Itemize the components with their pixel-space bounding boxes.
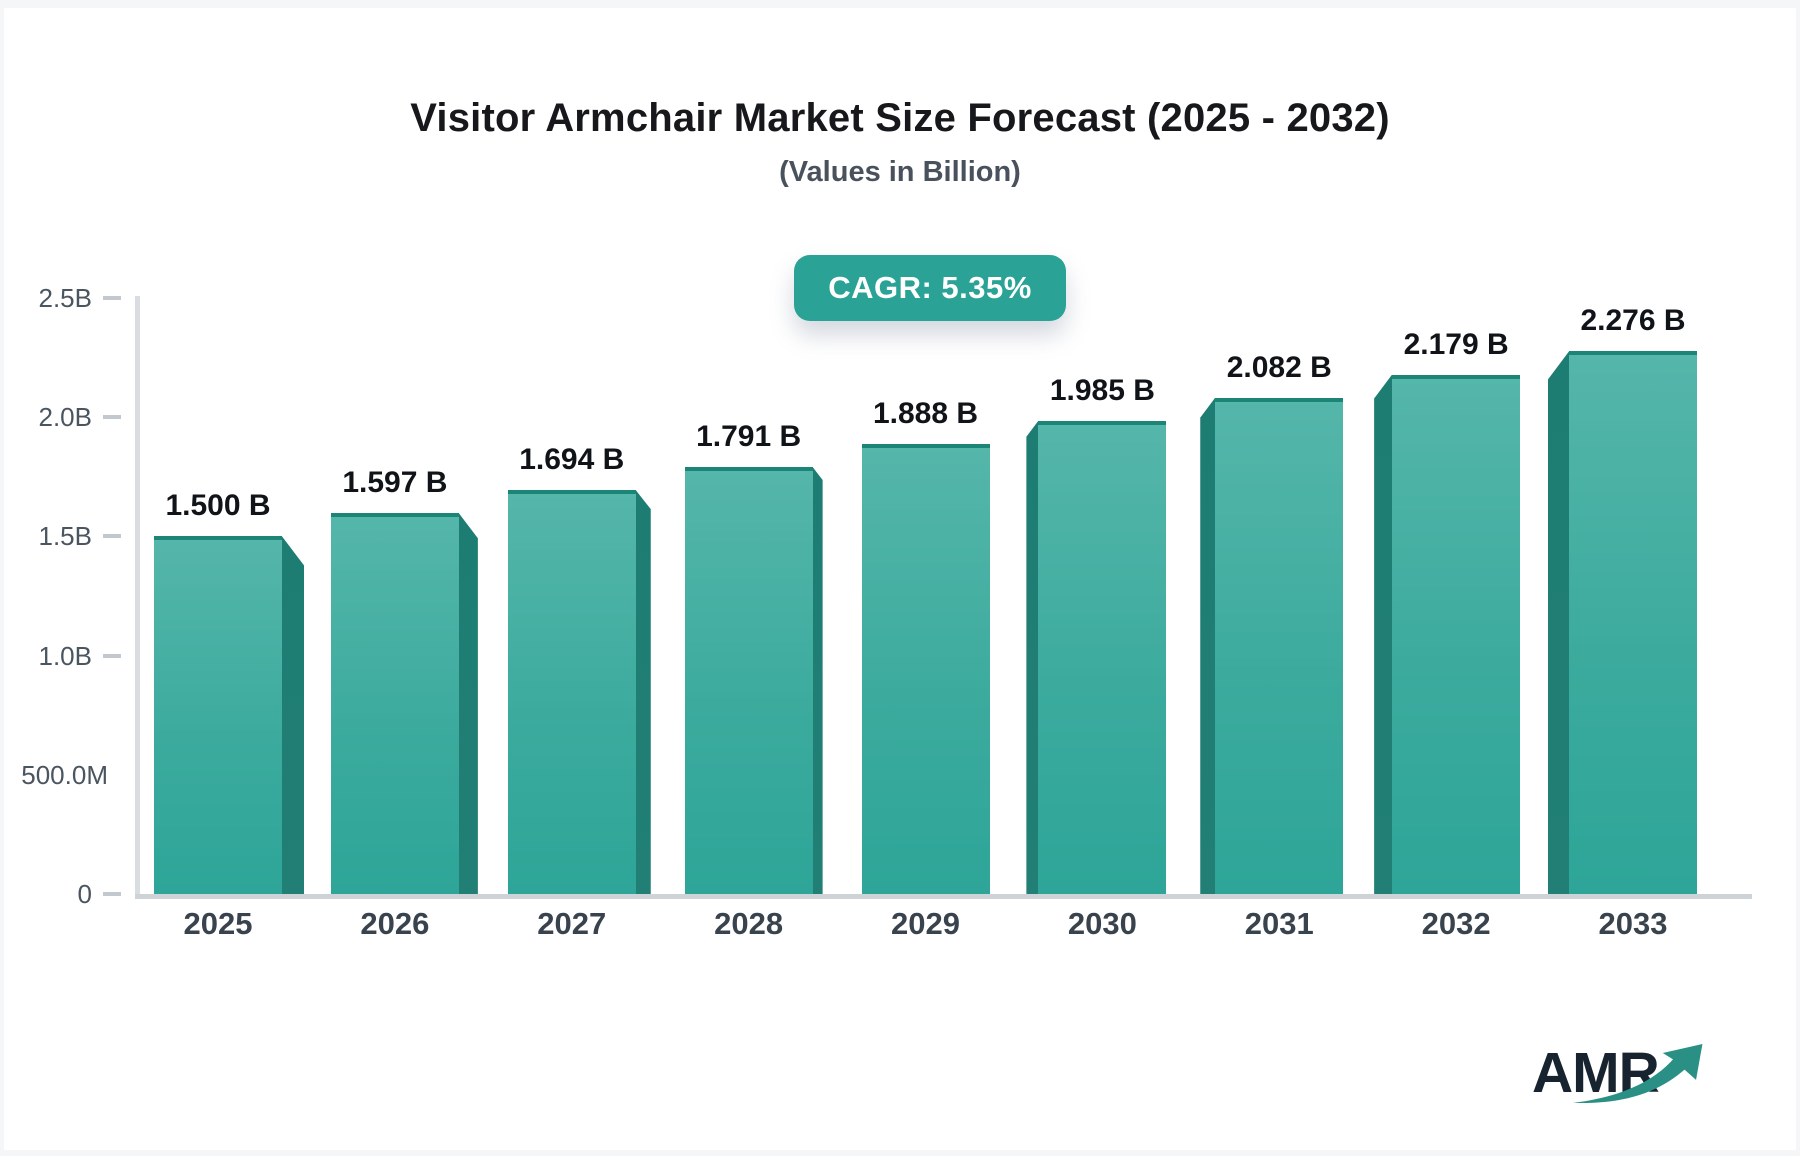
bar[interactable] xyxy=(1038,420,1167,894)
y-tick-label: 1.0B xyxy=(38,640,93,671)
y-tick-label: 0 xyxy=(77,879,92,909)
cagr-badge-label: CAGR: 5.35% xyxy=(828,270,1032,305)
bar[interactable] xyxy=(507,490,636,894)
x-axis-label: 2029 xyxy=(891,906,960,941)
bar-value-label: 1.791 B xyxy=(696,420,802,454)
bar-value-label: 1.985 B xyxy=(1049,373,1155,407)
bar[interactable] xyxy=(861,443,990,894)
bar-value-label: 2.082 B xyxy=(1226,350,1332,384)
chart-card: Visitor Armchair Market Size Forecast (2… xyxy=(4,8,1796,1150)
bar-side-face xyxy=(282,536,304,894)
y-tick-label: 2.0B xyxy=(38,402,93,433)
bar[interactable] xyxy=(1569,351,1697,894)
bar[interactable] xyxy=(154,536,282,894)
bar-side-face xyxy=(1026,420,1039,894)
y-axis-line xyxy=(135,296,140,898)
y-tick-mark xyxy=(103,415,121,420)
y-tick-mark xyxy=(103,296,121,300)
x-axis-label: 2031 xyxy=(1244,906,1314,941)
x-axis-baseline xyxy=(135,894,1752,899)
y-tick-label: 1.5B xyxy=(38,521,93,552)
x-axis-label: 2030 xyxy=(1067,906,1137,941)
y-tick-mark xyxy=(103,892,121,896)
x-axis-label: 2027 xyxy=(537,906,607,941)
bar-value-label: 1.888 B xyxy=(872,396,979,430)
chart-title: Visitor Armchair Market Size Forecast (2… xyxy=(410,96,1390,140)
bar-value-label: 2.276 B xyxy=(1580,304,1686,338)
bar[interactable] xyxy=(330,513,459,894)
bar-value-label: 1.597 B xyxy=(342,466,448,500)
amr-logo: AMR xyxy=(1532,1038,1717,1110)
chart-subtitle: (Values in Billion) xyxy=(779,156,1021,188)
y-tick-label: 2.5B xyxy=(38,283,93,313)
cagr-badge: CAGR: 5.35% xyxy=(794,255,1066,321)
bar-side-face xyxy=(635,490,651,894)
bar-value-label: 1.694 B xyxy=(519,443,625,477)
bar-value-label: 1.500 B xyxy=(165,489,271,523)
y-tick-mark xyxy=(103,534,121,539)
bar-side-face xyxy=(1548,351,1569,894)
bar[interactable] xyxy=(1215,397,1344,894)
bar-side-face xyxy=(458,513,478,894)
bar[interactable] xyxy=(684,467,813,894)
bar[interactable] xyxy=(1392,374,1521,894)
bar-side-face xyxy=(1200,397,1216,894)
y-tick-mark xyxy=(103,653,121,658)
bar-side-face xyxy=(812,467,823,894)
x-axis-label: 2026 xyxy=(360,906,430,941)
growth-arrow-icon xyxy=(1573,1044,1703,1103)
x-axis-label: 2032 xyxy=(1421,906,1491,941)
y-tick-label: 500.0M xyxy=(21,759,108,790)
x-axis-label: 2028 xyxy=(714,906,784,941)
bar-value-label: 2.179 B xyxy=(1403,327,1509,361)
x-axis-label: 2025 xyxy=(183,906,253,941)
x-axis-label: 2033 xyxy=(1598,906,1668,941)
bar-side-face xyxy=(1374,374,1393,894)
